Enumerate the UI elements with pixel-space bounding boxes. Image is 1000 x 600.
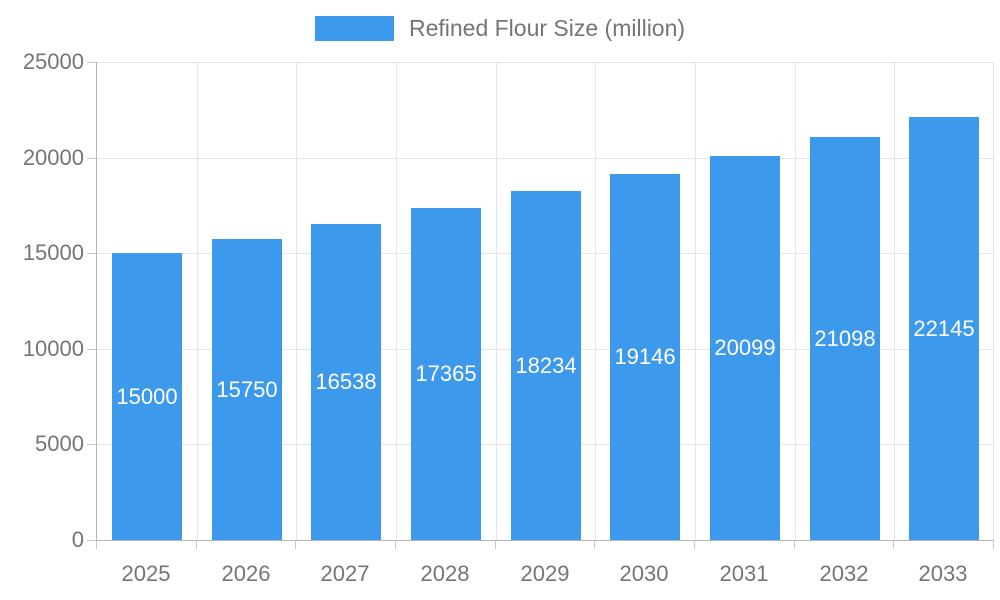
legend-label: Refined Flour Size (million) [408, 14, 686, 41]
h-gridline [97, 62, 994, 63]
chart-legend: Refined Flour Size (million) [0, 0, 1000, 56]
x-axis-tick-label: 2029 [520, 561, 570, 586]
v-gridline [894, 62, 895, 540]
bar[interactable]: 19146 [610, 174, 680, 540]
bar-value-label: 16538 [315, 369, 377, 394]
y-axis-tick-mark [87, 253, 96, 254]
bar[interactable]: 15000 [112, 253, 182, 540]
x-axis-tick-label: 2026 [221, 561, 271, 586]
bar[interactable]: 21098 [810, 137, 880, 540]
bar-value-label: 17365 [415, 361, 477, 386]
bar-value-label: 20099 [714, 335, 776, 360]
bar[interactable]: 17365 [411, 208, 481, 540]
h-gridline [97, 158, 994, 159]
x-axis-tick-mark [694, 541, 695, 549]
x-axis-tick-label: 2031 [719, 561, 769, 586]
bar-value-label: 15000 [116, 383, 178, 409]
x-axis-tick-label: 2025 [121, 561, 171, 586]
v-gridline [993, 62, 994, 540]
y-axis-tick-label: 10000 [22, 336, 84, 361]
x-axis-tick-mark [96, 541, 97, 549]
bar-value-label: 22145 [913, 315, 975, 341]
v-gridline [595, 62, 596, 540]
y-axis-tick-label: 15000 [22, 240, 84, 265]
x-axis-tick-mark [794, 541, 795, 549]
y-axis-tick-label: 25000 [22, 49, 84, 74]
v-gridline [795, 62, 796, 540]
x-axis-tick-label: 2030 [619, 561, 669, 586]
bar-value-label: 15750 [216, 376, 278, 402]
y-axis-tick-mark [87, 540, 96, 541]
bar[interactable]: 20099 [710, 156, 780, 540]
v-gridline [496, 62, 497, 540]
y-axis-tick-mark [87, 158, 96, 159]
x-axis-tick-label: 2027 [320, 561, 370, 586]
v-gridline [296, 62, 297, 540]
bar[interactable]: 18234 [511, 191, 581, 540]
bar-value-label: 19146 [614, 344, 676, 369]
v-gridline [695, 62, 696, 540]
x-axis-tick-mark [594, 541, 595, 549]
y-axis-tick-mark [87, 62, 96, 63]
x-axis-tick-mark [893, 541, 894, 549]
bar-value-label: 18234 [515, 352, 577, 378]
x-axis-tick-mark [993, 541, 994, 549]
v-gridline [396, 62, 397, 540]
y-axis-tick-label: 5000 [35, 431, 84, 456]
plot-area: 15000 15750 16538 17365 18234 19146 20099 21098… [96, 62, 994, 541]
y-axis-tick-label: 20000 [22, 145, 84, 170]
bar[interactable]: 15750 [212, 239, 282, 540]
x-axis-tick-label: 2028 [420, 561, 470, 586]
y-axis-tick-mark [87, 444, 96, 445]
legend-swatch [314, 15, 394, 41]
x-axis-tick-mark [395, 541, 396, 549]
x-axis-tick-mark [295, 541, 296, 549]
bar[interactable]: 22145 [909, 117, 979, 540]
x-axis-tick-mark [196, 541, 197, 549]
x-axis-tick-label: 2032 [819, 561, 869, 586]
bar-value-label: 21098 [814, 325, 876, 351]
legend-item-refined-flour[interactable]: Refined Flour Size (million) [314, 14, 686, 41]
bar[interactable]: 16538 [311, 224, 381, 540]
x-axis-tick-mark [495, 541, 496, 549]
y-axis-tick-mark [87, 349, 96, 350]
v-gridline [197, 62, 198, 540]
y-axis-tick-label: 0 [71, 527, 84, 552]
x-axis-tick-label: 2033 [918, 561, 968, 586]
